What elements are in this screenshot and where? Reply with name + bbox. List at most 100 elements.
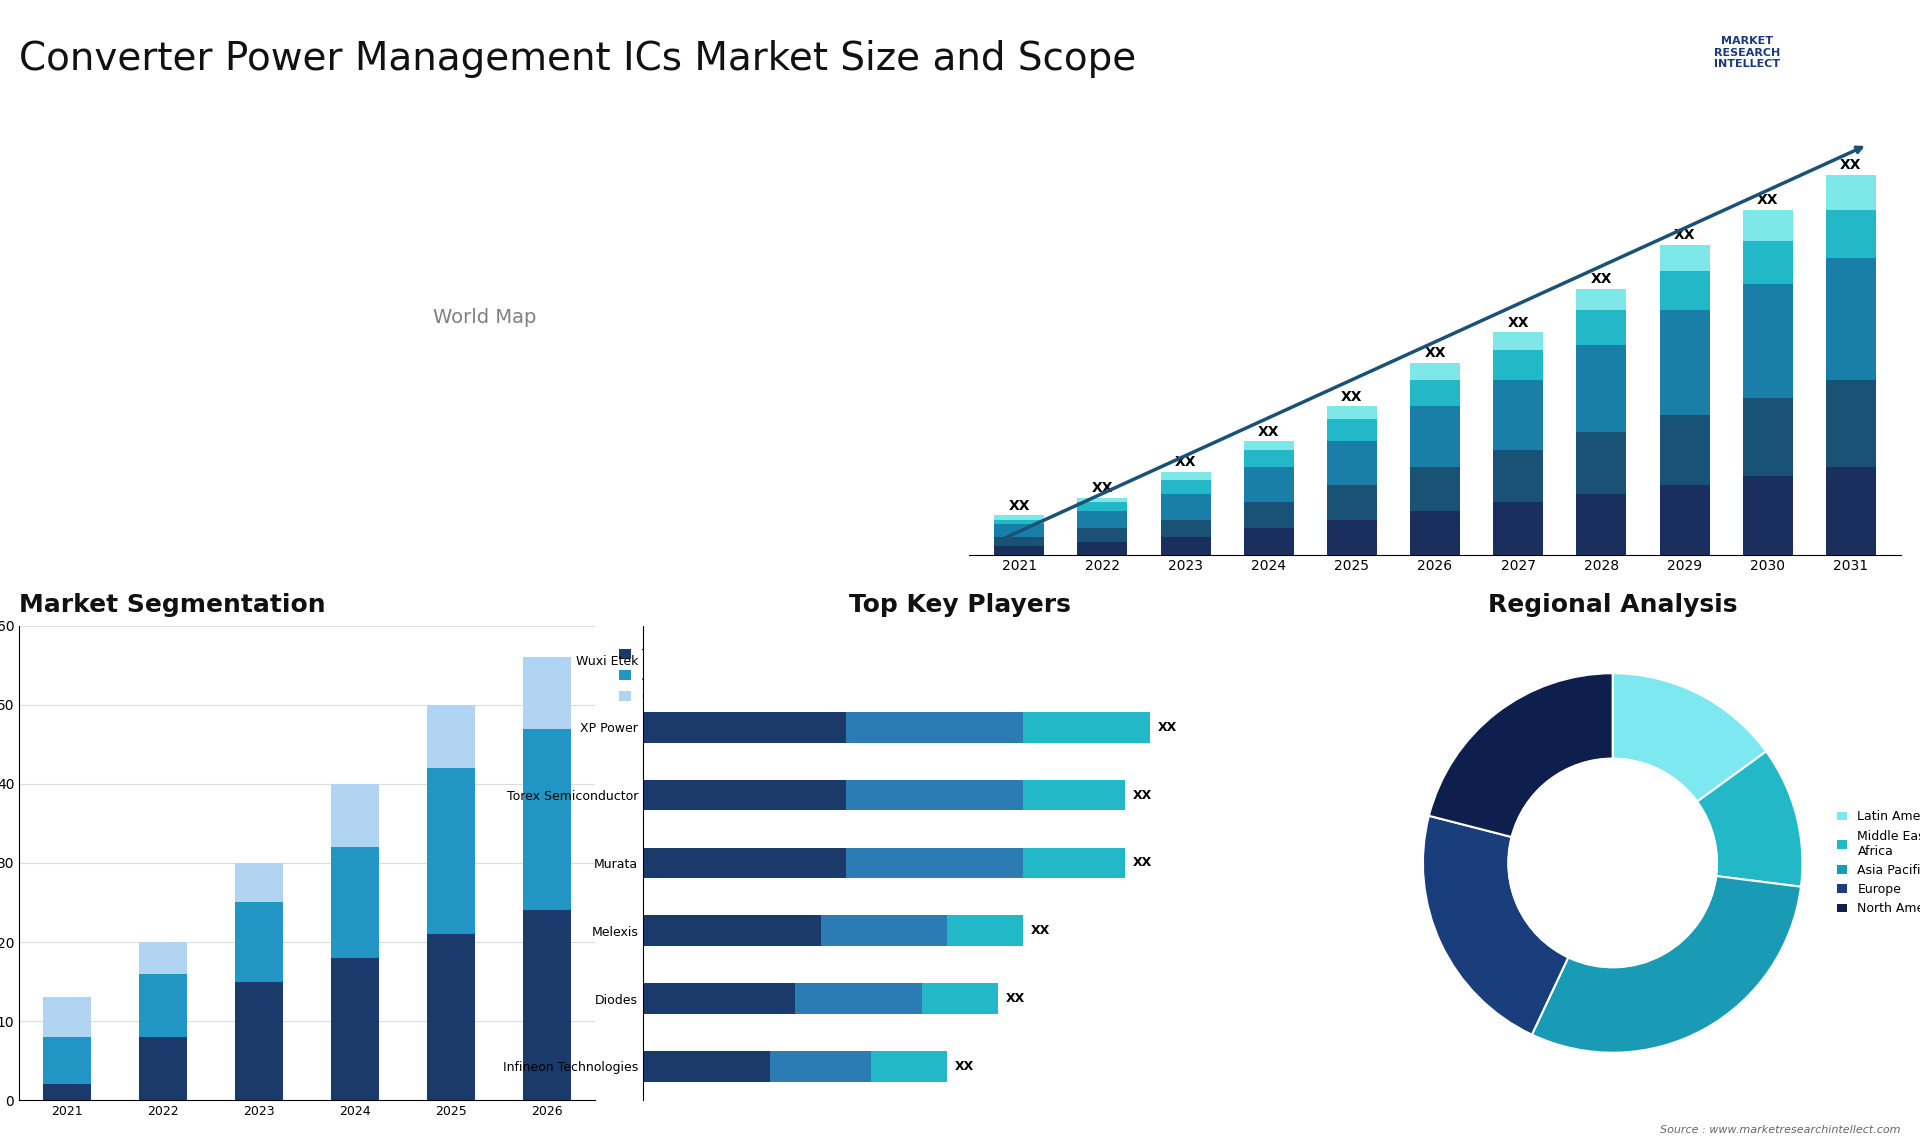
Bar bbox=[44, 1037, 92, 1084]
Bar bbox=[236, 903, 284, 982]
Text: XX: XX bbox=[1590, 272, 1613, 285]
Bar bbox=[847, 712, 1023, 743]
Bar bbox=[140, 974, 188, 1037]
Text: XX: XX bbox=[1674, 228, 1695, 242]
Bar bbox=[1494, 502, 1544, 555]
Bar bbox=[524, 910, 572, 1100]
Bar bbox=[1826, 210, 1876, 258]
Bar bbox=[1077, 502, 1127, 511]
Bar bbox=[1160, 520, 1210, 537]
Text: XX: XX bbox=[954, 1060, 973, 1073]
Bar bbox=[1494, 350, 1544, 380]
Bar bbox=[922, 983, 998, 1014]
Wedge shape bbox=[1428, 673, 1613, 837]
Bar bbox=[332, 958, 380, 1100]
Bar bbox=[332, 847, 380, 958]
Bar bbox=[428, 934, 476, 1100]
Bar bbox=[947, 916, 1023, 945]
Bar bbox=[1327, 441, 1377, 485]
Wedge shape bbox=[1613, 673, 1766, 801]
Bar bbox=[1160, 480, 1210, 494]
Bar bbox=[643, 916, 820, 945]
Bar bbox=[995, 537, 1044, 545]
Bar bbox=[1743, 398, 1793, 476]
Bar bbox=[1659, 485, 1709, 555]
Bar bbox=[428, 705, 476, 768]
Bar bbox=[1327, 407, 1377, 419]
Bar bbox=[643, 983, 795, 1014]
Wedge shape bbox=[1697, 752, 1803, 887]
Text: XX: XX bbox=[1031, 924, 1050, 937]
Bar bbox=[872, 1051, 947, 1082]
Bar bbox=[1023, 848, 1125, 878]
Bar bbox=[1659, 245, 1709, 272]
Text: XX: XX bbox=[1839, 158, 1862, 173]
Bar bbox=[1160, 472, 1210, 480]
Text: XX: XX bbox=[1133, 856, 1152, 870]
Bar bbox=[820, 916, 947, 945]
Wedge shape bbox=[1532, 876, 1801, 1053]
Bar bbox=[1077, 528, 1127, 542]
Bar bbox=[1659, 311, 1709, 415]
Text: Source : www.marketresearchintellect.com: Source : www.marketresearchintellect.com bbox=[1661, 1124, 1901, 1135]
Bar bbox=[1576, 311, 1626, 345]
Bar bbox=[1023, 780, 1125, 810]
Bar bbox=[1826, 380, 1876, 468]
Bar bbox=[1743, 476, 1793, 555]
Bar bbox=[1576, 289, 1626, 311]
Bar bbox=[1077, 542, 1127, 555]
Bar bbox=[1244, 468, 1294, 502]
Text: XX: XX bbox=[1006, 992, 1025, 1005]
Wedge shape bbox=[1423, 816, 1569, 1035]
Bar bbox=[1494, 380, 1544, 450]
Bar bbox=[995, 545, 1044, 555]
Bar bbox=[1659, 415, 1709, 485]
Bar bbox=[236, 982, 284, 1100]
Text: Converter Power Management ICs Market Size and Scope: Converter Power Management ICs Market Si… bbox=[19, 40, 1137, 78]
Bar bbox=[1409, 407, 1459, 468]
Bar bbox=[995, 524, 1044, 537]
Bar bbox=[1576, 494, 1626, 555]
Text: XX: XX bbox=[1133, 788, 1152, 802]
Bar bbox=[1409, 362, 1459, 380]
Bar bbox=[44, 1084, 92, 1100]
Bar bbox=[1077, 511, 1127, 528]
Bar bbox=[1576, 345, 1626, 432]
Bar bbox=[1409, 380, 1459, 407]
Bar bbox=[643, 848, 847, 878]
Text: XX: XX bbox=[1425, 346, 1446, 360]
Text: XX: XX bbox=[1342, 390, 1363, 403]
Circle shape bbox=[1509, 759, 1716, 967]
Bar bbox=[1743, 241, 1793, 284]
Bar bbox=[332, 784, 380, 847]
Bar bbox=[1576, 432, 1626, 494]
Bar bbox=[643, 712, 847, 743]
Bar bbox=[1244, 441, 1294, 450]
Bar bbox=[524, 658, 572, 729]
Text: MARKET
RESEARCH
INTELLECT: MARKET RESEARCH INTELLECT bbox=[1715, 37, 1780, 69]
Bar bbox=[1077, 497, 1127, 502]
Title: Regional Analysis: Regional Analysis bbox=[1488, 592, 1738, 617]
Bar bbox=[1327, 419, 1377, 441]
Bar bbox=[236, 863, 284, 903]
Bar bbox=[795, 983, 922, 1014]
Bar bbox=[1244, 528, 1294, 555]
Text: XX: XX bbox=[1158, 721, 1177, 733]
Text: XX: XX bbox=[1175, 455, 1196, 469]
Bar bbox=[847, 780, 1023, 810]
Bar bbox=[1244, 450, 1294, 468]
Bar bbox=[1826, 258, 1876, 380]
Bar bbox=[1659, 272, 1709, 311]
Bar bbox=[1327, 485, 1377, 520]
Bar bbox=[140, 942, 188, 974]
Bar bbox=[1494, 450, 1544, 502]
Bar bbox=[1327, 520, 1377, 555]
Text: XX: XX bbox=[1757, 194, 1778, 207]
Text: XX: XX bbox=[1258, 424, 1279, 439]
Text: XX: XX bbox=[1008, 499, 1029, 512]
Bar bbox=[847, 848, 1023, 878]
Text: Market Segmentation: Market Segmentation bbox=[19, 592, 326, 617]
Bar bbox=[1160, 494, 1210, 520]
Legend: Latin America, Middle East &
Africa, Asia Pacific, Europe, North America: Latin America, Middle East & Africa, Asi… bbox=[1832, 806, 1920, 920]
Bar bbox=[995, 520, 1044, 524]
